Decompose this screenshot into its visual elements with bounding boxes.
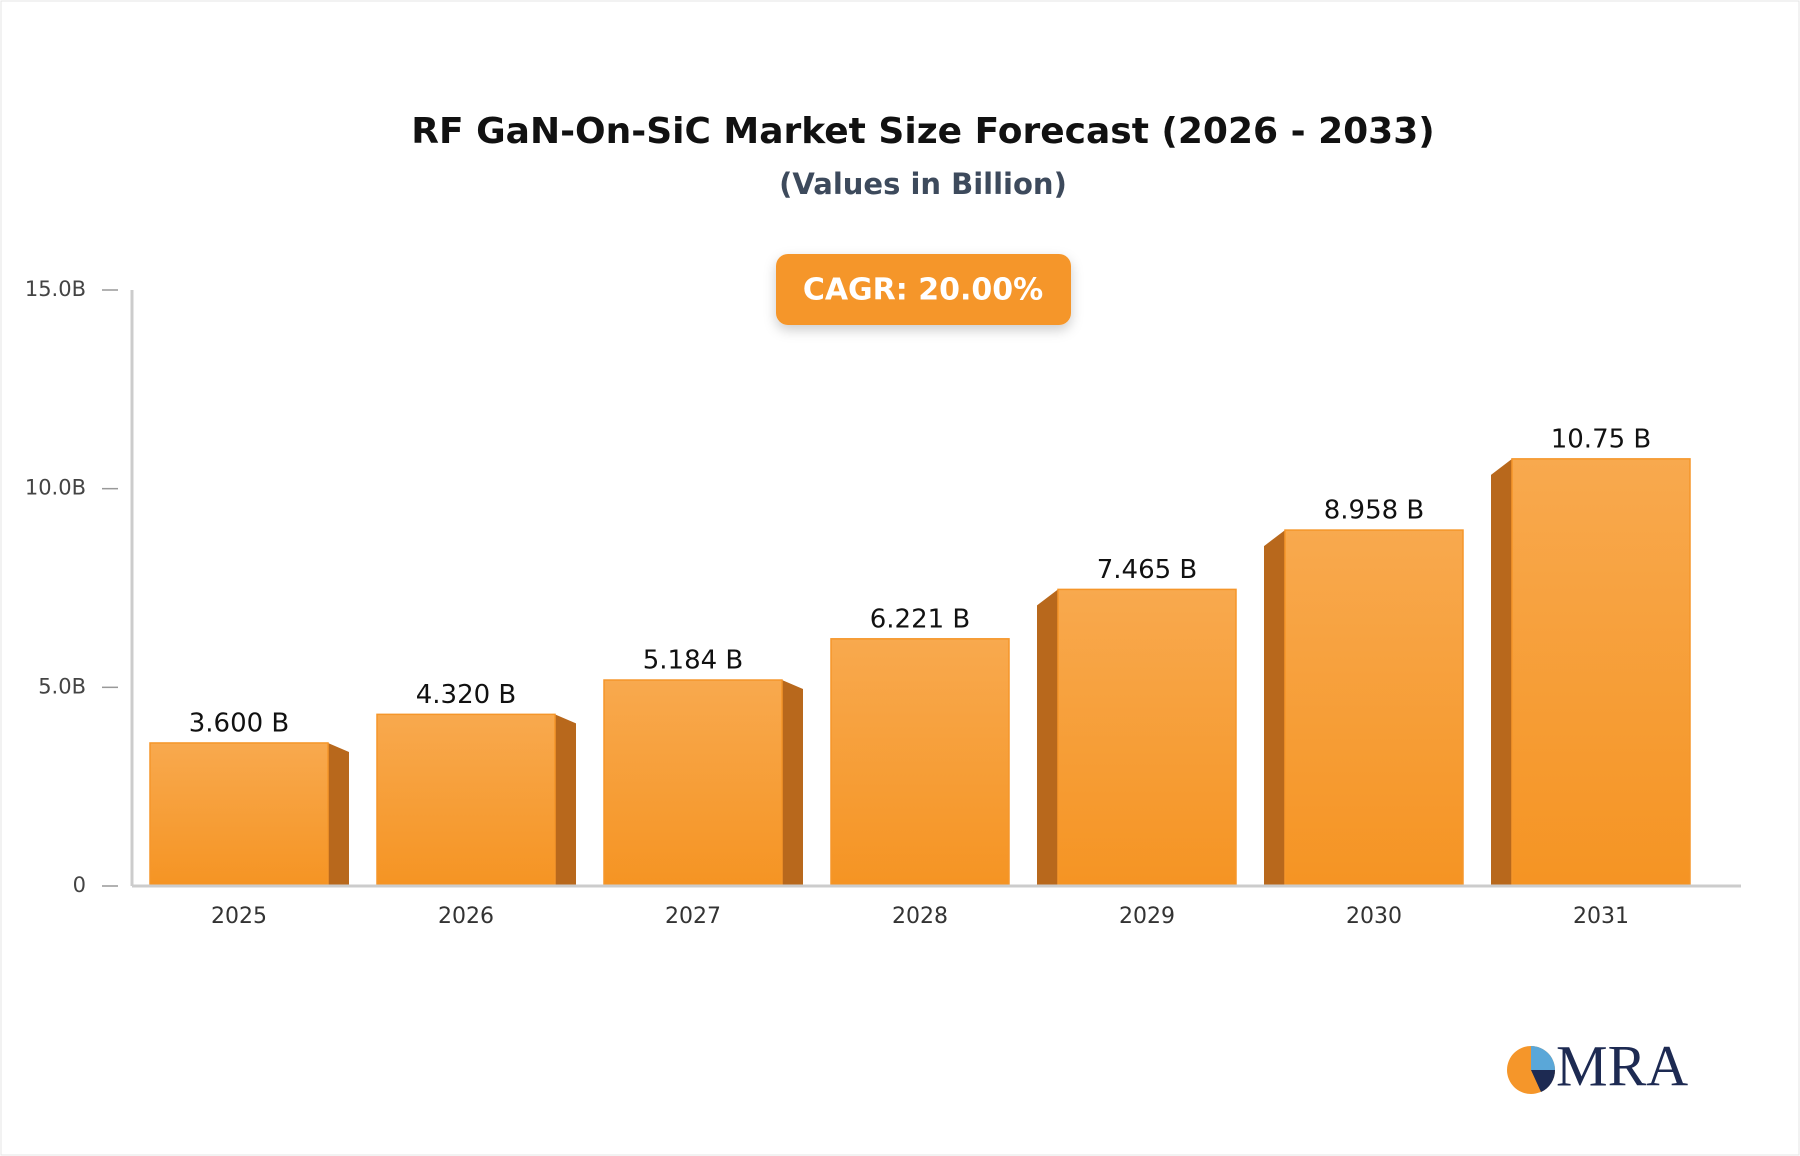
bar	[1284, 529, 1464, 887]
bar-side	[1037, 589, 1058, 886]
cagr-badge: CAGR: 20.00%	[776, 254, 1071, 325]
chart-subtitle: (Values in Billion)	[779, 167, 1067, 201]
value-label: 8.958 B	[1324, 496, 1425, 526]
badge-text: CAGR: 20.00%	[803, 273, 1043, 308]
x-tick-label: 2027	[665, 904, 721, 929]
bar	[830, 638, 1010, 887]
logo-icon-slice	[1531, 1046, 1555, 1070]
bar	[1057, 588, 1237, 887]
value-label: 10.75 B	[1551, 424, 1652, 454]
value-label: 3.600 B	[189, 708, 290, 738]
x-tick-label: 2029	[1119, 904, 1175, 929]
bar-side	[782, 680, 803, 886]
value-label: 7.465 B	[1097, 555, 1198, 585]
x-tick-label: 2028	[892, 904, 948, 929]
bar	[1511, 458, 1691, 887]
value-label: 5.184 B	[643, 646, 744, 676]
bar	[603, 679, 783, 887]
y-tick-label: 15.0B	[25, 277, 86, 301]
chart-title: RF GaN-On-SiC Market Size Forecast (2026…	[411, 111, 1434, 152]
logo-icon-slice	[1531, 1070, 1556, 1092]
y-tick-label: 10.0B	[25, 476, 86, 500]
value-label: 6.221 B	[870, 604, 971, 634]
bar	[149, 742, 329, 887]
x-tick-label: 2026	[438, 904, 494, 929]
bar-side	[328, 742, 349, 886]
x-tick-label: 2025	[211, 904, 267, 929]
bar-side	[1491, 458, 1512, 886]
value-label: 4.320 B	[416, 680, 517, 710]
bar	[376, 713, 556, 887]
y-tick-label: 5.0B	[38, 674, 86, 698]
x-tick-label: 2030	[1346, 904, 1402, 929]
bar-side	[555, 714, 576, 886]
logo: MRA	[1507, 1033, 1688, 1098]
bar-side	[1264, 530, 1285, 886]
x-tick-label: 2031	[1573, 904, 1629, 929]
logo-text: MRA	[1556, 1033, 1688, 1098]
y-tick-label: 0	[73, 873, 86, 897]
badge-background	[776, 254, 1071, 325]
